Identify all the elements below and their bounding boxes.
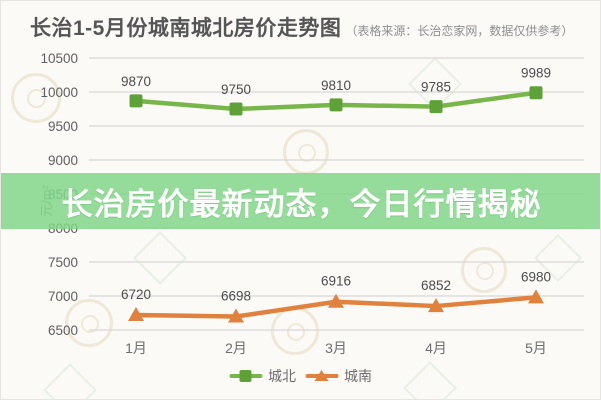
data-label: 6852 bbox=[421, 278, 451, 293]
legend-item-south: 城南 bbox=[305, 366, 372, 386]
data-label: 9810 bbox=[321, 78, 351, 93]
y-tick-label: 7000 bbox=[48, 289, 78, 304]
south-line-marker-icon bbox=[305, 370, 338, 382]
legend-item-north: 城北 bbox=[229, 366, 296, 386]
data-point-marker bbox=[528, 289, 544, 304]
y-tick-label: 9000 bbox=[48, 153, 78, 168]
data-label: 9785 bbox=[421, 80, 451, 95]
y-tick-label: 10500 bbox=[40, 51, 78, 66]
data-label: 6916 bbox=[321, 274, 351, 289]
x-tick-label: 2月 bbox=[225, 340, 247, 356]
headline-banner: 长治房价最新动态，今日行情揭秘 bbox=[1, 173, 600, 229]
watermark-ring-icon bbox=[65, 299, 113, 347]
data-point-marker bbox=[328, 293, 344, 308]
data-label: 6720 bbox=[121, 287, 151, 302]
headline-text: 长治房价最新动态，今日行情揭秘 bbox=[61, 186, 542, 222]
y-tick-label: 7500 bbox=[48, 255, 78, 270]
data-label: 6980 bbox=[521, 269, 551, 284]
square-marker-icon bbox=[239, 370, 252, 382]
data-label: 9870 bbox=[121, 74, 151, 89]
data-point-marker bbox=[428, 298, 444, 313]
x-tick-label: 5月 bbox=[525, 340, 547, 356]
data-label: 9750 bbox=[221, 82, 251, 97]
data-point-marker bbox=[129, 94, 143, 108]
legend-label-south: 城南 bbox=[344, 368, 372, 384]
data-point-marker bbox=[429, 100, 443, 114]
watermark-ring-icon bbox=[11, 73, 61, 123]
source-note: （表格来源：长治恋家网，数据仅供参考） bbox=[345, 24, 574, 38]
x-tick-label: 1月 bbox=[125, 340, 147, 356]
data-point-marker bbox=[329, 98, 343, 112]
legend-label-north: 城北 bbox=[268, 368, 296, 384]
y-tick-label: 9500 bbox=[48, 119, 78, 134]
page-title: 长治1-5月份城南城北房价走势图 bbox=[30, 17, 342, 40]
data-point-marker bbox=[228, 308, 244, 323]
y-tick-label: 6500 bbox=[48, 323, 78, 338]
x-tick-label: 4月 bbox=[425, 340, 447, 356]
data-point-marker bbox=[229, 102, 243, 116]
data-label: 6698 bbox=[221, 289, 251, 304]
y-tick-label: 10000 bbox=[40, 85, 78, 100]
data-label: 9989 bbox=[521, 66, 551, 81]
chart-legend: 城北 城南 bbox=[229, 366, 372, 386]
triangle-marker-icon bbox=[314, 370, 329, 382]
chart-header: 长治1-5月份城南城北房价走势图 （表格来源：长治恋家网，数据仅供参考） bbox=[30, 12, 573, 42]
x-tick-label: 3月 bbox=[325, 340, 347, 356]
north-line-marker-icon bbox=[229, 370, 262, 382]
data-point-marker bbox=[128, 307, 144, 322]
watermark-ring-icon bbox=[461, 247, 507, 293]
data-point-marker bbox=[529, 86, 543, 100]
